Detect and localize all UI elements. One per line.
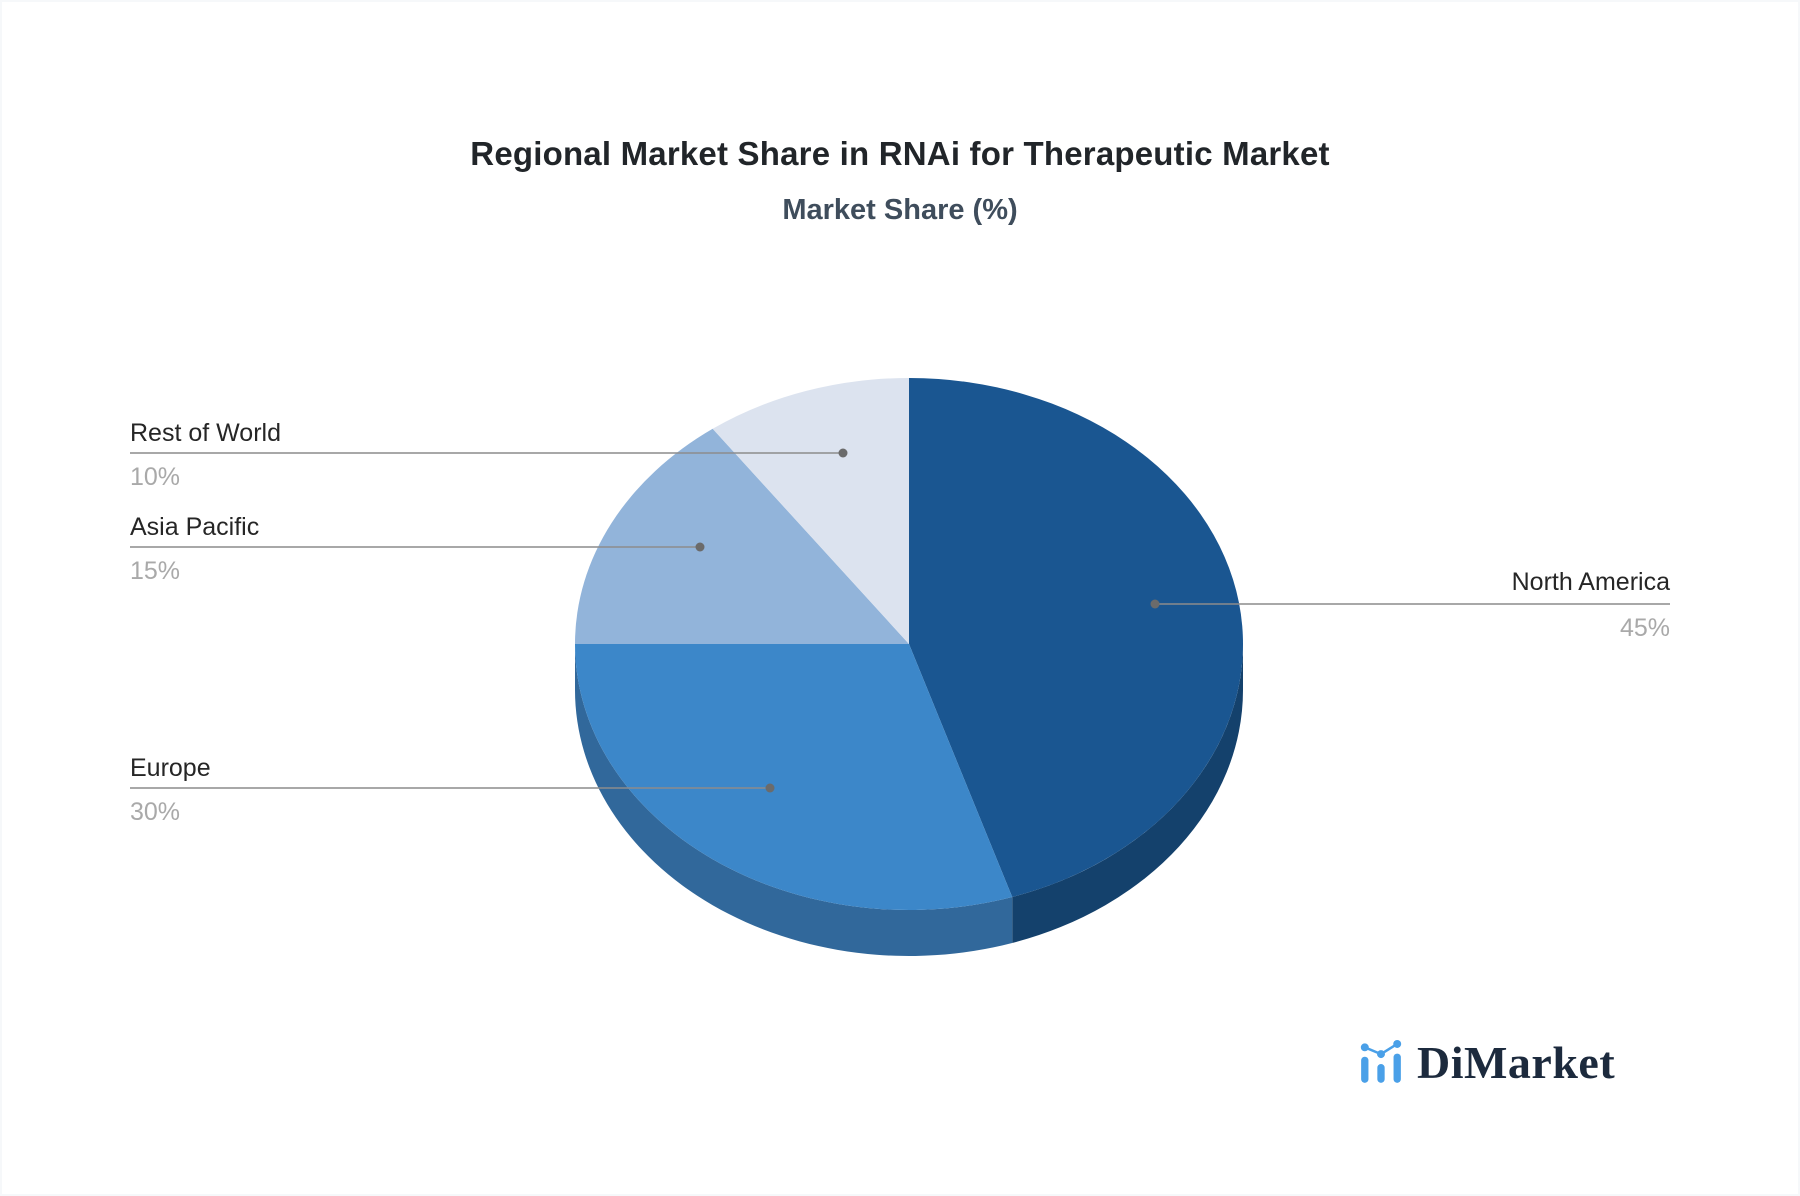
bar-line-chart-icon [1360,1039,1402,1083]
callout-label-rest-of-world: Rest of World [130,419,281,447]
pie-slice-north-america [909,378,1244,897]
pie-rim-north-america [1012,644,1243,943]
leader-dot-rest-of-world [838,448,848,458]
chart-title: Regional Market Share in RNAi for Therap… [470,135,1330,172]
chart-subtitle: Market Share (%) [782,194,1018,226]
dimarket-logo: DiMarket [1358,1036,1615,1089]
callout-value-rest-of-world: 10% [130,463,181,491]
callout-value-north-america: 45% [1619,614,1670,642]
callout-label-asia-pacific: Asia Pacific [130,513,260,541]
callout-value-asia-pacific: 15% [130,557,181,585]
leader-dot-north-america [1150,599,1160,609]
pie-slice-asia-pacific [575,428,909,644]
pie-slice-europe [575,644,1013,910]
callout-label-europe: Europe [130,754,211,782]
pie-rim-europe [575,644,1013,956]
callout-label-north-america: North America [1511,568,1670,596]
leader-dot-asia-pacific [695,542,705,552]
callout-value-europe: 30% [130,798,181,826]
leader-dot-europe [765,783,775,793]
pie-slice-rest-of-world [712,378,909,644]
logo-text: DiMarket [1417,1037,1616,1088]
